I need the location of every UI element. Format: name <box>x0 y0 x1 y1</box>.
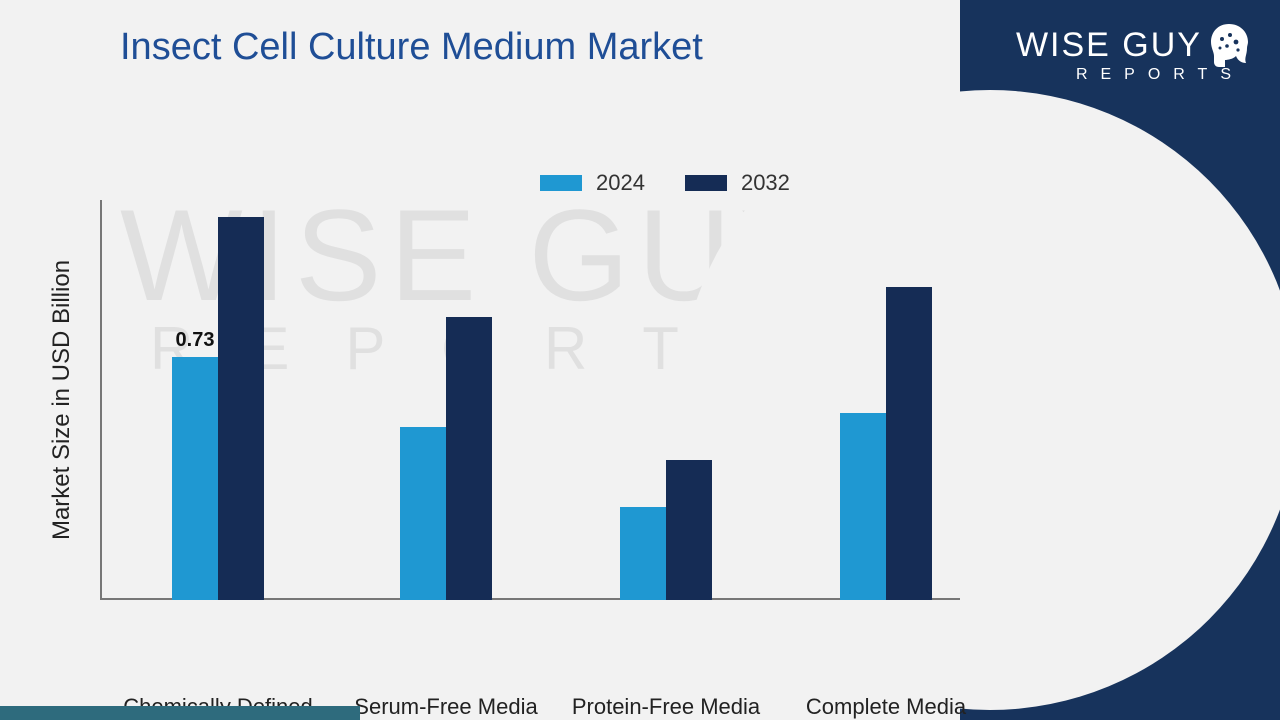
y-axis-line <box>100 200 102 600</box>
chart-canvas: WISE GUY REPORTS WISE GUY REPORTS Insect… <box>0 0 1280 720</box>
legend-item-2032: 2032 <box>685 170 790 196</box>
bar-2024 <box>620 507 666 600</box>
logo-sub-text: REPORTS <box>1016 66 1244 84</box>
legend-label-2024: 2024 <box>596 170 645 196</box>
chart-title: Insect Cell Culture Medium Market <box>120 26 703 69</box>
logo-main-text: WISE GUY <box>1016 26 1202 65</box>
legend-label-2032: 2032 <box>741 170 790 196</box>
bar-2032 <box>446 317 492 600</box>
head-icon <box>1208 22 1250 68</box>
category-label: Protein-Free Media <box>566 694 766 719</box>
legend-swatch-2024 <box>540 175 582 191</box>
category-label: Complete Media <box>786 694 986 719</box>
plot-area: 0.73Chemically Defined Media Serum-Free M… <box>100 200 960 600</box>
bar-group: Complete Media <box>840 287 932 600</box>
bar-2032 <box>218 217 264 600</box>
logo-main-row: WISE GUY <box>1016 22 1250 68</box>
bar-2032 <box>666 460 712 600</box>
bottom-accent-bar <box>0 706 360 720</box>
bar-group: Serum-Free Media <box>400 317 492 600</box>
category-label: Serum-Free Media <box>346 694 546 719</box>
chart-legend: 2024 2032 <box>540 170 790 196</box>
bar-group: Protein-Free Media <box>620 460 712 600</box>
bar-group: 0.73Chemically Defined Media <box>172 217 264 600</box>
bar-2024: 0.73 <box>172 357 218 600</box>
brand-logo: WISE GUY REPORTS <box>1016 22 1250 84</box>
bar-2024 <box>400 427 446 600</box>
legend-swatch-2032 <box>685 175 727 191</box>
bar-value-label: 0.73 <box>176 329 215 352</box>
legend-item-2024: 2024 <box>540 170 645 196</box>
bar-2024 <box>840 413 886 600</box>
right-brand-panel <box>960 0 1280 720</box>
y-axis-label: Market Size in USD Billion <box>48 260 76 540</box>
bar-2032 <box>886 287 932 600</box>
